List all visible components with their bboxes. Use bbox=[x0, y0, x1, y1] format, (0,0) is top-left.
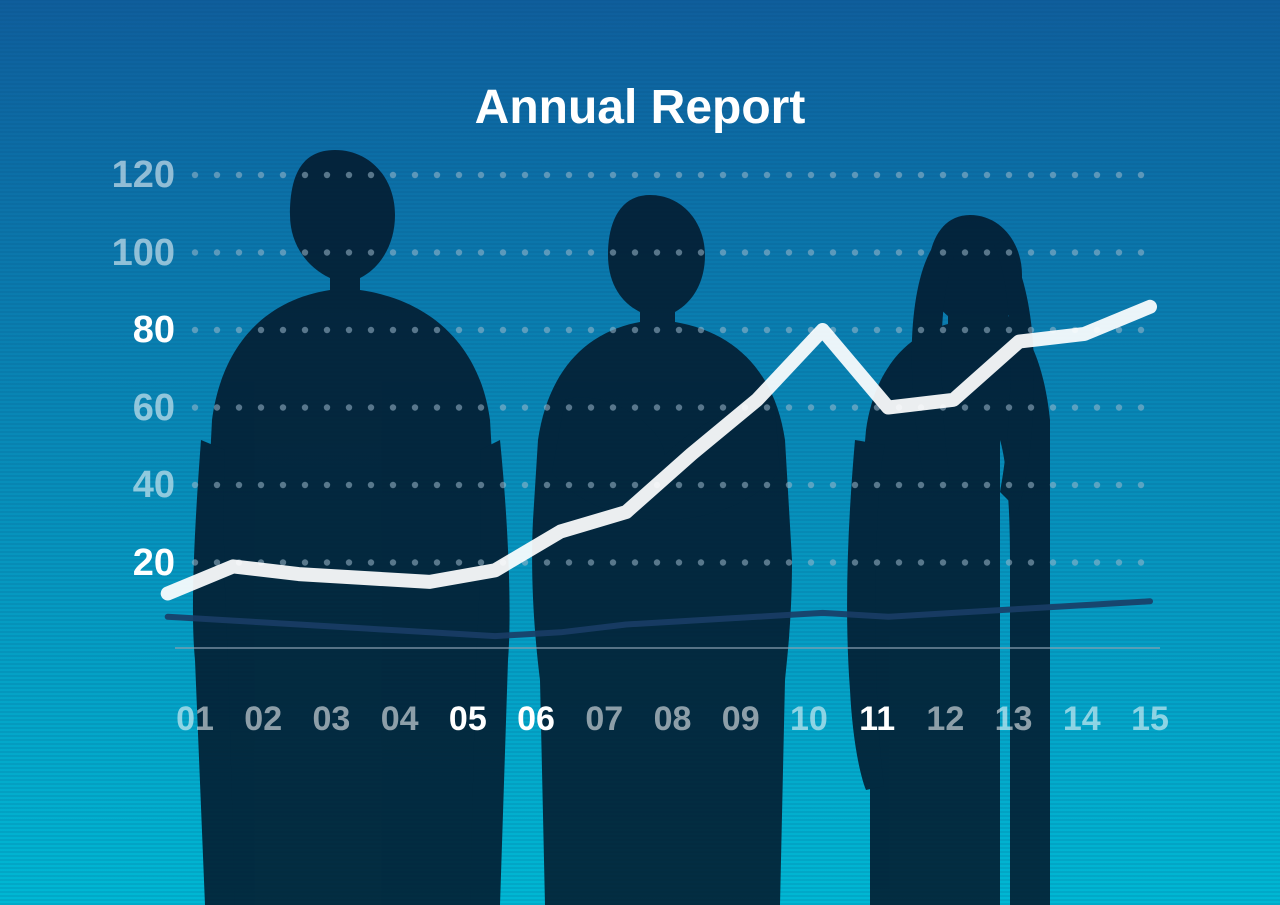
x-tick-08: 08 bbox=[643, 700, 703, 739]
x-tick-14: 14 bbox=[1052, 700, 1112, 739]
x-tick-02: 02 bbox=[233, 700, 293, 739]
gridline-120 bbox=[192, 172, 1144, 178]
y-tick-20: 20 bbox=[133, 542, 175, 585]
chart-layer bbox=[0, 0, 1280, 905]
y-tick-80: 80 bbox=[133, 309, 175, 352]
x-tick-15: 15 bbox=[1120, 700, 1180, 739]
y-tick-60: 60 bbox=[133, 387, 175, 430]
chart-title: Annual Report bbox=[0, 80, 1280, 135]
gridline-100 bbox=[192, 249, 1144, 255]
x-tick-12: 12 bbox=[915, 700, 975, 739]
x-tick-04: 04 bbox=[370, 700, 430, 739]
gridline-80 bbox=[192, 327, 1144, 333]
y-tick-120: 120 bbox=[112, 154, 175, 197]
x-tick-10: 10 bbox=[779, 700, 839, 739]
y-tick-40: 40 bbox=[133, 464, 175, 507]
x-tick-11: 11 bbox=[847, 700, 907, 739]
gridline-20 bbox=[192, 559, 1144, 565]
x-tick-05: 05 bbox=[438, 700, 498, 739]
x-tick-06: 06 bbox=[506, 700, 566, 739]
x-tick-13: 13 bbox=[984, 700, 1044, 739]
x-tick-09: 09 bbox=[711, 700, 771, 739]
series-secondary bbox=[168, 601, 1150, 636]
x-tick-07: 07 bbox=[574, 700, 634, 739]
x-tick-03: 03 bbox=[301, 700, 361, 739]
gridline-60 bbox=[192, 404, 1144, 410]
chart-stage: Annual Report 20 40 60 80 100 120 010203040506… bbox=[0, 0, 1280, 905]
series-main bbox=[168, 307, 1150, 594]
y-tick-100: 100 bbox=[112, 232, 175, 275]
x-tick-01: 01 bbox=[165, 700, 225, 739]
